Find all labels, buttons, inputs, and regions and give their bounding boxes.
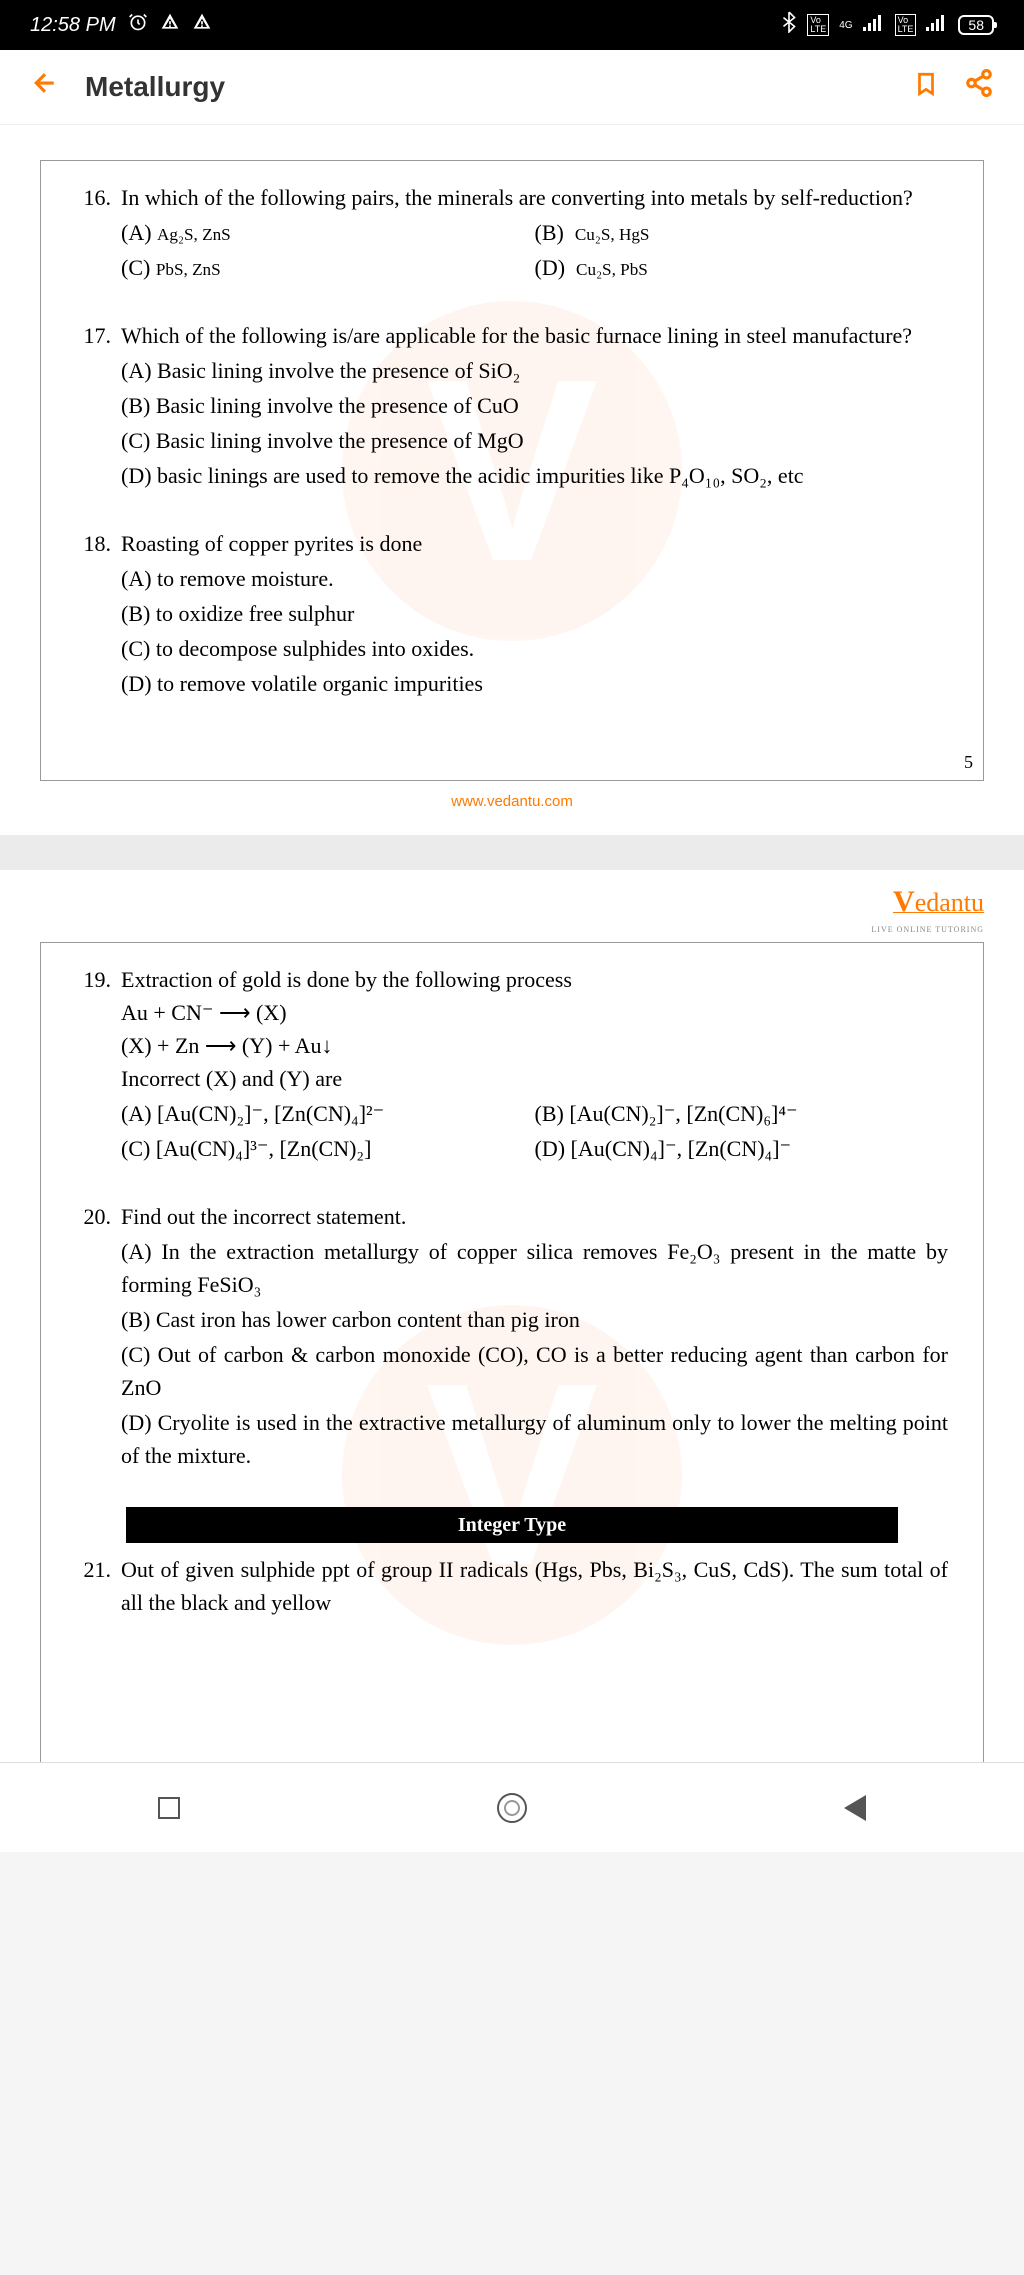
warning-icon [160, 12, 180, 38]
option-b: (B) Cu₂S, HgS [535, 216, 949, 249]
question-19: 19. Extraction of gold is done by the fo… [76, 963, 948, 1165]
option-d: (D) to remove volatile organic impuritie… [121, 667, 948, 700]
document-page-2: V 19. Extraction of gold is done by the … [0, 942, 1024, 1762]
question-20: 20. Find out the incorrect statement. (A… [76, 1200, 948, 1472]
option-formula: Cu₂S, PbS [576, 260, 648, 279]
status-right: VoLTE 4G VoLTE 58 [781, 11, 994, 39]
question-text: Out of given sulphide ppt of group II ra… [121, 1557, 948, 1615]
page-number: 5 [964, 749, 973, 776]
signal-4g: 4G [839, 20, 852, 31]
home-button[interactable] [497, 1793, 527, 1823]
question-number: 16. [76, 181, 121, 284]
question-number: 19. [76, 963, 121, 1165]
volte-icon-1: VoLTE [807, 14, 829, 36]
option-b: (B) to oxidize free sulphur [121, 597, 948, 630]
question-body: Roasting of copper pyrites is done (A) t… [121, 527, 948, 700]
equation-1: Au + CN⁻ ⟶ (X) [121, 996, 948, 1029]
question-body: Extraction of gold is done by the follow… [121, 963, 948, 1165]
question-body: Which of the following is/are applicable… [121, 319, 948, 492]
warning-icon-2 [192, 12, 212, 38]
option-d: (D) [Au(CN)₄]⁻, [Zn(CN)₄]⁻ [535, 1132, 949, 1165]
option-c: (C) to decompose sulphides into oxides. [121, 632, 948, 665]
question-body: Find out the incorrect statement. (A) In… [121, 1200, 948, 1472]
bluetooth-icon [781, 11, 797, 39]
option-label: (D) [535, 255, 566, 280]
status-bar: 12:58 PM VoLTE 4G VoLTE 58 [0, 0, 1024, 50]
option-c: (C) Basic lining involve the presence of… [121, 424, 948, 457]
site-link: www.vedantu.com [0, 781, 1024, 835]
option-a: (A) In the extraction metallurgy of copp… [121, 1235, 948, 1301]
status-time: 12:58 PM [30, 14, 116, 37]
question-text: Roasting of copper pyrites is done [121, 531, 422, 556]
question-17: 17. Which of the following is/are applic… [76, 319, 948, 492]
app-header: Metallurgy [0, 50, 1024, 125]
bookmark-button[interactable] [913, 69, 939, 106]
recent-apps-button[interactable] [158, 1797, 180, 1819]
question-body: In which of the following pairs, the min… [121, 181, 948, 284]
option-c: (C) Out of carbon & carbon monoxide (CO)… [121, 1338, 948, 1404]
question-box-1: V 16. In which of the following pairs, t… [40, 160, 984, 781]
question-16: 16. In which of the following pairs, the… [76, 181, 948, 284]
option-b: (B) Cast iron has lower carbon content t… [121, 1303, 948, 1336]
alarm-icon [128, 12, 148, 38]
option-c: (C) [Au(CN)₄]³⁻, [Zn(CN)₂] [121, 1132, 535, 1165]
option-a: (A) to remove moisture. [121, 562, 948, 595]
signal-bars-1 [863, 13, 885, 37]
document-page-1: V 16. In which of the following pairs, t… [0, 125, 1024, 781]
option-a: (A) [Au(CN)₂]⁻, [Zn(CN)₄]²⁻ [121, 1097, 535, 1130]
question-number: 17. [76, 319, 121, 492]
integer-type-heading: Integer Type [126, 1507, 898, 1543]
page-divider [0, 835, 1024, 870]
brand-text: edantu [915, 888, 984, 917]
share-button[interactable] [964, 68, 994, 106]
signal-bars-2 [926, 13, 948, 37]
question-box-2: V 19. Extraction of gold is done by the … [40, 942, 984, 1762]
back-button[interactable] [30, 68, 60, 106]
option-d: (D) Cu₂S, PbS [535, 251, 949, 284]
question-number: 18. [76, 527, 121, 700]
battery-icon: 58 [958, 15, 994, 35]
option-label: (A) [121, 220, 152, 245]
vedantu-brand: Vedantu LIVE ONLINE TUTORING [0, 870, 1024, 942]
option-d: (D) basic linings are used to remove the… [121, 459, 948, 492]
question-body: Out of given sulphide ppt of group II ra… [121, 1553, 948, 1619]
question-text: Find out the incorrect statement. [121, 1204, 406, 1229]
option-b: (B) Basic lining involve the presence of… [121, 389, 948, 422]
brand-tagline: LIVE ONLINE TUTORING [871, 925, 984, 934]
equation-3: Incorrect (X) and (Y) are [121, 1062, 948, 1095]
page-title: Metallurgy [85, 71, 888, 103]
option-formula: Cu₂S, HgS [575, 225, 650, 244]
status-left: 12:58 PM [30, 12, 212, 38]
option-c: (C) PbS, ZnS [121, 251, 535, 284]
equation-2: (X) + Zn ⟶ (Y) + Au↓ [121, 1029, 948, 1062]
option-label: (C) [121, 255, 150, 280]
question-21: 21. Out of given sulphide ppt of group I… [76, 1553, 948, 1619]
android-nav-bar [0, 1762, 1024, 1852]
option-formula: Ag₂S, ZnS [157, 225, 231, 244]
question-number: 21. [76, 1553, 121, 1619]
option-b: (B) [Au(CN)₂]⁻, [Zn(CN)₆]⁴⁻ [535, 1097, 949, 1130]
option-a: (A) Basic lining involve the presence of… [121, 354, 948, 387]
vedantu-link[interactable]: www.vedantu.com [451, 793, 573, 810]
volte-icon-2: VoLTE [895, 14, 917, 36]
question-text: In which of the following pairs, the min… [121, 185, 913, 210]
option-d: (D) Cryolite is used in the extractive m… [121, 1406, 948, 1472]
back-nav-button[interactable] [844, 1795, 866, 1821]
option-formula: PbS, ZnS [156, 260, 221, 279]
option-label: (B) [535, 220, 564, 245]
question-18: 18. Roasting of copper pyrites is done (… [76, 527, 948, 700]
question-text: Extraction of gold is done by the follow… [121, 967, 572, 992]
option-a: (A) Ag₂S, ZnS [121, 216, 535, 249]
question-text: Which of the following is/are applicable… [121, 323, 912, 348]
question-number: 20. [76, 1200, 121, 1472]
